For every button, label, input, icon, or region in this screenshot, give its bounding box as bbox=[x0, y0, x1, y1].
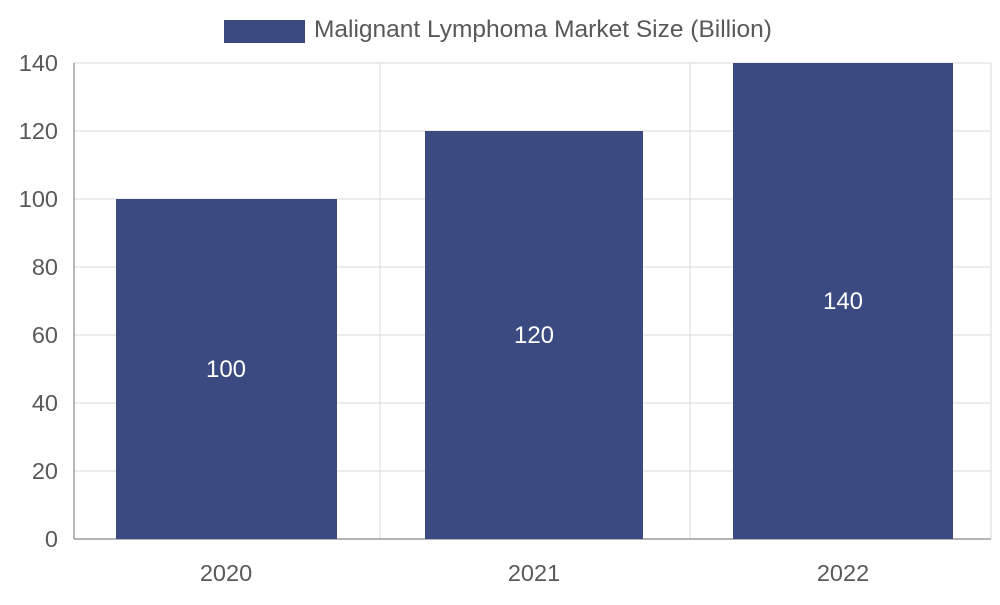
svg-text:100: 100 bbox=[19, 186, 58, 212]
svg-text:80: 80 bbox=[32, 254, 58, 280]
svg-text:2021: 2021 bbox=[508, 560, 560, 586]
svg-text:20: 20 bbox=[32, 458, 58, 484]
svg-text:120: 120 bbox=[19, 118, 58, 144]
svg-text:120: 120 bbox=[514, 322, 554, 349]
svg-text:2022: 2022 bbox=[817, 560, 869, 586]
svg-text:100: 100 bbox=[206, 356, 246, 383]
svg-text:60: 60 bbox=[32, 322, 58, 348]
svg-text:140: 140 bbox=[19, 50, 58, 76]
svg-text:2020: 2020 bbox=[200, 560, 252, 586]
svg-text:Malignant Lymphoma Market Size: Malignant Lymphoma Market Size (Billion) bbox=[314, 16, 772, 43]
svg-text:0: 0 bbox=[45, 526, 58, 552]
svg-text:140: 140 bbox=[823, 288, 863, 315]
svg-text:40: 40 bbox=[32, 390, 58, 416]
